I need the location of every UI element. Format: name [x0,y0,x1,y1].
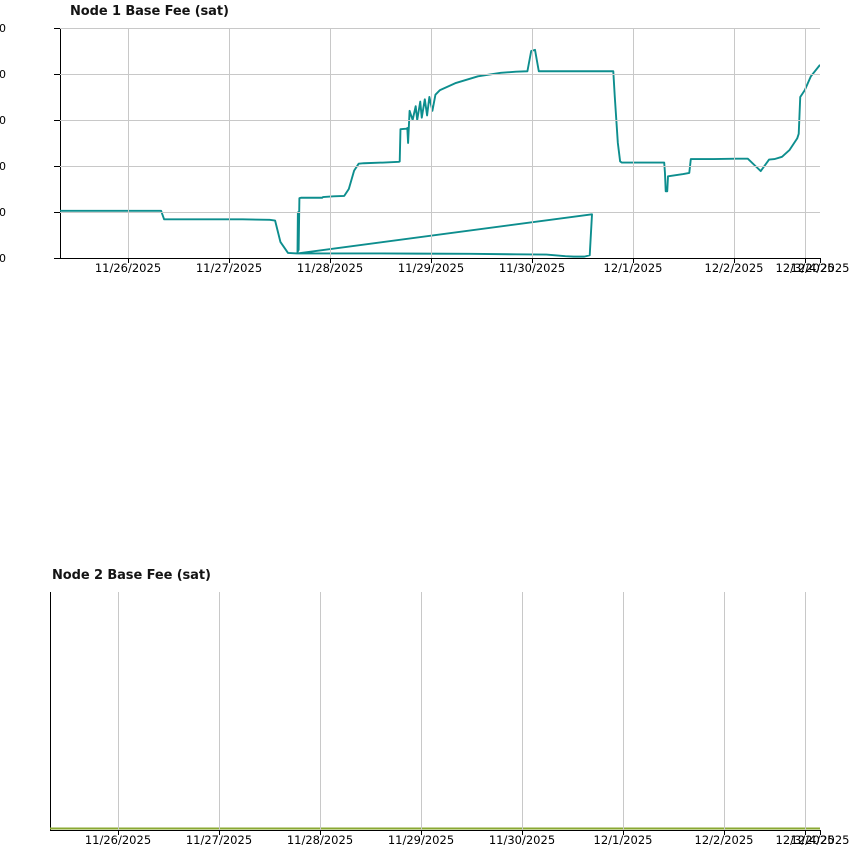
gridline-horizontal [60,74,820,75]
x-tick-mark [820,258,821,263]
gridline-vertical [734,28,735,258]
y-tick-mark [54,74,60,75]
y-tick-mark [54,258,60,259]
x-tick-label: 11/30/2025 [498,261,566,275]
gridline-vertical [805,592,806,830]
y-tick-label: 0 [0,23,6,34]
x-tick-label: 12/2/2025 [694,833,754,847]
y-tick-label: 0 [0,253,6,264]
x-tick-label: 11/26/2025 [84,833,152,847]
x-axis-line-node1 [60,258,821,259]
x-tick-mark [805,258,806,263]
x-tick-label: 12/3/2025 [775,261,835,275]
y-axis-line-node1 [60,28,61,259]
gridline-vertical [118,592,119,830]
x-tick-label: 11/29/2025 [397,261,465,275]
x-tick-label: 12/4/2025 [790,261,850,275]
chart-title-node1: Node 1 Base Fee (sat) [70,4,229,19]
x-tick-label: 11/28/2025 [286,833,354,847]
gridline-vertical [805,28,806,258]
x-tick-label: 11/27/2025 [195,261,263,275]
x-tick-mark [431,258,432,263]
x-tick-label: 12/1/2025 [603,261,663,275]
gridline-vertical [532,28,533,258]
chart-panel-node2: Node 2 Base Fee (sat) 11/26/2025 11/27/20… [0,282,860,847]
series-svg-node2 [50,827,820,830]
x-tick-mark [229,258,230,263]
y-tick-label: 0 [0,161,6,172]
x-tick-label: 11/28/2025 [296,261,364,275]
x-tick-mark [532,258,533,263]
gridline-vertical [623,592,624,830]
x-tick-label: 12/4/2025 [790,833,850,847]
chart-panel-node1: Node 1 Base Fee (sat) 0 0 0 0 0 0 [0,0,860,290]
gridline-horizontal [60,28,820,29]
gridline-vertical [229,28,230,258]
x-tick-mark [633,258,634,263]
x-axis-line-node2 [50,830,821,831]
y-tick-mark [54,212,60,213]
x-tick-label: 12/1/2025 [593,833,653,847]
gridline-vertical [320,592,321,830]
x-tick-label: 11/27/2025 [185,833,253,847]
x-tick-mark [330,258,331,263]
x-tick-label: 11/29/2025 [387,833,455,847]
x-tick-mark [128,258,129,263]
gridline-vertical [522,592,523,830]
x-tick-mark [734,258,735,263]
y-tick-label: 0 [0,207,6,218]
y-tick-label: 0 [0,115,6,126]
gridline-vertical [431,28,432,258]
series-line-node1 [60,48,820,258]
y-tick-mark [54,120,60,121]
y-tick-mark [54,166,60,167]
x-tick-label: 11/30/2025 [488,833,556,847]
series-svg-node1 [60,48,820,258]
gridline-vertical [421,592,422,830]
y-tick-mark [54,28,60,29]
gridline-horizontal [60,212,820,213]
gridline-vertical [724,592,725,830]
gridline-vertical [633,28,634,258]
gridline-vertical [128,28,129,258]
x-tick-label: 12/2/2025 [704,261,764,275]
gridline-vertical [330,28,331,258]
gridline-vertical [219,592,220,830]
gridline-horizontal [60,120,820,121]
gridline-horizontal [60,166,820,167]
plot-area-node1 [60,28,820,258]
y-tick-label: 0 [0,69,6,80]
plot-area-node2 [50,592,820,830]
chart-title-node2: Node 2 Base Fee (sat) [52,568,211,583]
x-tick-label: 11/26/2025 [94,261,162,275]
